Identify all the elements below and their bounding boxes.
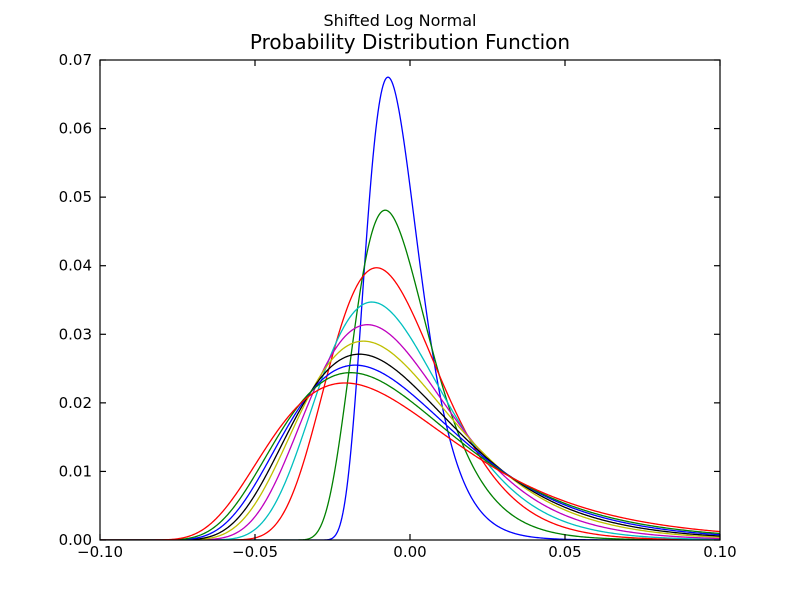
plot-curve-7: [100, 353, 720, 540]
plot-curve-3: [100, 267, 720, 540]
x-tick-label: 0.10: [703, 543, 736, 561]
y-tick-label: 0.00: [59, 531, 92, 549]
y-tick-label: 0.03: [59, 325, 92, 343]
plot-curve-2: [100, 209, 720, 540]
plot-curve-8: [100, 364, 720, 540]
axes-ticks: −0.10 −0.05 0.00 0.05 0.10 0.00 0.01 0.02 0.03 0.…: [59, 51, 737, 561]
axes-frame: [99, 59, 721, 541]
figure-suptitle: Shifted Log Normal: [323, 11, 476, 30]
y-tick-label: 0.01: [59, 462, 92, 480]
x-tick-label: −0.10: [77, 543, 123, 561]
y-tick-label: 0.06: [59, 120, 92, 138]
y-tick-label: 0.04: [59, 257, 92, 275]
plot-curve-4: [100, 301, 720, 540]
x-tick-label: 0.00: [393, 543, 426, 561]
x-tick-label: 0.05: [548, 543, 581, 561]
y-tick-label: 0.07: [59, 51, 92, 69]
x-tick-label: −0.05: [232, 543, 278, 561]
y-tick-label: 0.05: [59, 188, 92, 206]
y-tick-label: 0.02: [59, 394, 92, 412]
curves: [100, 76, 720, 540]
plot-curve-6: [100, 340, 720, 540]
plot-curve-9: [100, 372, 720, 540]
plot-curve-10: [100, 382, 720, 540]
axes-title: Probability Distribution Function: [250, 30, 570, 54]
plot-frame: [99, 59, 721, 541]
plot-curve-5: [100, 324, 720, 540]
